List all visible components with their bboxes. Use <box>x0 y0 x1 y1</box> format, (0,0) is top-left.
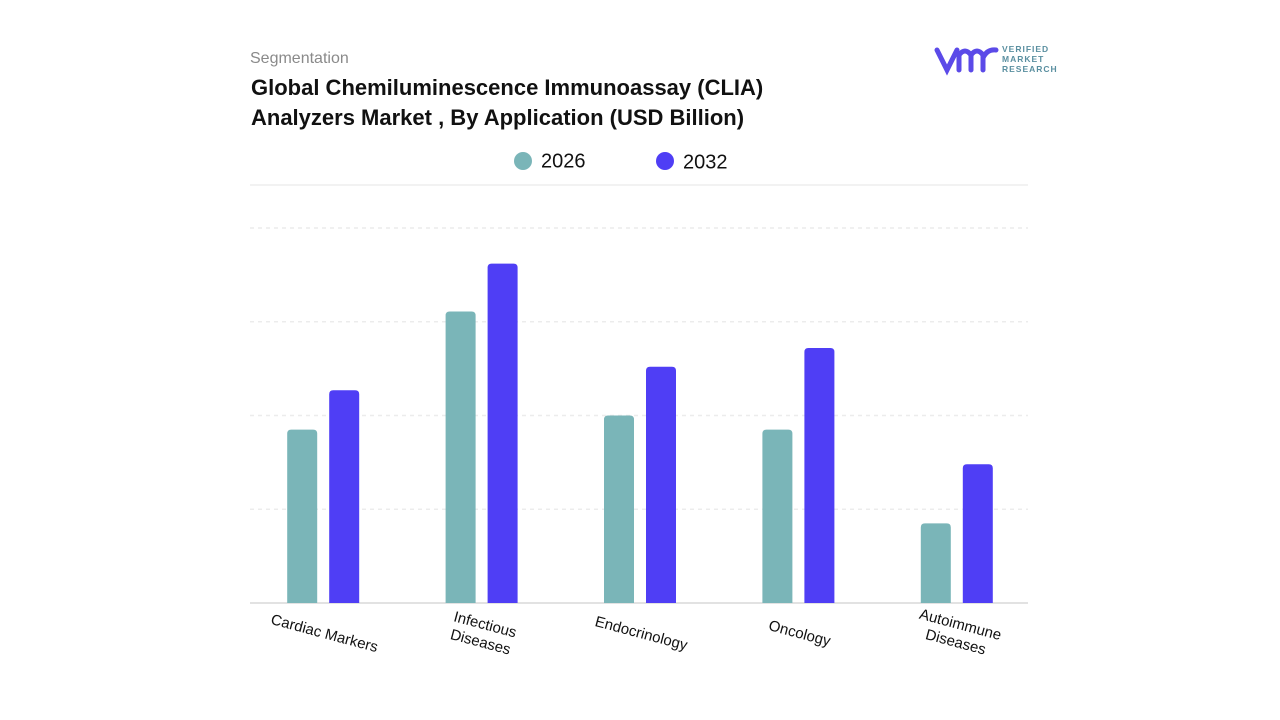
bar <box>762 429 793 603</box>
bar <box>287 429 318 603</box>
subtitle: Segmentation <box>250 50 349 67</box>
logo-mark <box>934 47 999 76</box>
bar <box>329 390 360 603</box>
x-tick-label: InfectiousDiseases <box>447 608 518 658</box>
bar <box>487 263 518 603</box>
bar <box>604 415 634 603</box>
logo-text: MARKET <box>1002 54 1044 64</box>
legend-marker <box>656 152 674 170</box>
chart-title: Global Chemiluminescence Immunoassay (CL… <box>251 75 764 130</box>
x-tick-label: Endocrinology <box>593 613 690 654</box>
bar <box>920 523 951 603</box>
x-tick-label: Cardiac Markers <box>269 611 380 656</box>
x-tick-label: Oncology <box>767 617 833 650</box>
bar <box>962 464 993 603</box>
legend-marker <box>514 152 532 170</box>
bar <box>445 311 476 603</box>
x-tick-label: AutoimmuneDiseases <box>913 606 1003 662</box>
logo: VERIFIED MARKET RESEARCH <box>934 44 1058 76</box>
legend-label: 2032 <box>683 151 728 173</box>
logo-text: RESEARCH <box>1002 64 1058 74</box>
legend-label: 2026 <box>541 150 586 172</box>
logo-text: VERIFIED <box>1002 44 1049 54</box>
bar <box>804 348 835 603</box>
bar <box>646 366 676 603</box>
